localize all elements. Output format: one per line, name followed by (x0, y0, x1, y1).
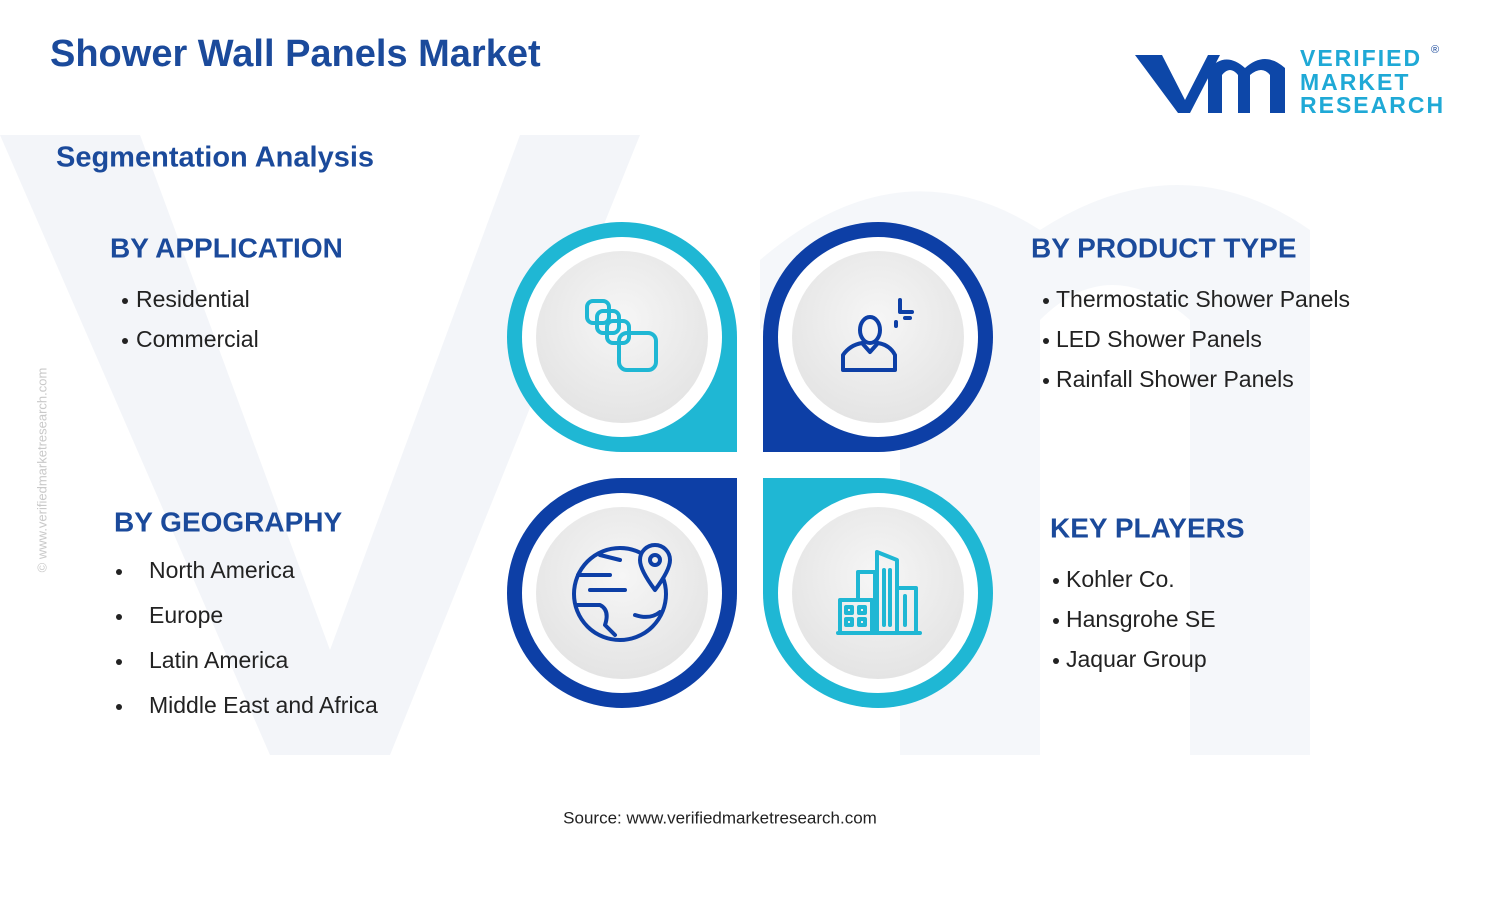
list-item: Commercial (136, 326, 259, 352)
logo-mark: ® (1431, 44, 1439, 56)
list-item: Kohler Co. (1066, 566, 1175, 592)
list-item: Residential (136, 286, 250, 312)
list-item: Thermostatic Shower Panels (1056, 286, 1350, 312)
logo-text: VERIFIED (1300, 45, 1422, 71)
quadrant-bottom-left (507, 478, 737, 708)
title: Shower Wall Panels Market (50, 33, 541, 75)
quadrant-top-left (507, 222, 737, 452)
list-item: Jaquar Group (1066, 646, 1207, 672)
bullet (122, 338, 128, 344)
list-item: Europe (149, 602, 223, 628)
bullet (1053, 618, 1059, 624)
quadrant-top-right (763, 222, 993, 452)
bullet (116, 704, 122, 710)
section-heading: KEY PLAYERS (1050, 512, 1245, 543)
watermark: © www.verifiedmarketresearch.com (34, 368, 49, 573)
bullet (1043, 378, 1049, 384)
bullet (122, 298, 128, 304)
quadrant-bottom-right (763, 478, 993, 708)
source: Source: www.verifiedmarketresearch.com (563, 808, 877, 827)
logo-text: RESEARCH (1300, 92, 1445, 118)
background-watermark (0, 135, 1310, 755)
bullet (116, 659, 122, 665)
bullet (116, 569, 122, 575)
list-item: Middle East and Africa (149, 692, 378, 718)
list-item: Latin America (149, 647, 289, 673)
list-item: Rainfall Shower Panels (1056, 366, 1294, 392)
bullet (1053, 578, 1059, 584)
bullet (116, 614, 122, 620)
list-item: LED Shower Panels (1056, 326, 1262, 352)
list-item: Hansgrohe SE (1066, 606, 1216, 632)
logo-text: MARKET (1300, 69, 1410, 95)
bullet (1043, 298, 1049, 304)
section-heading: BY APPLICATION (110, 232, 343, 263)
bullet (1043, 338, 1049, 344)
list-item: North America (149, 557, 295, 583)
section-heading: BY PRODUCT TYPE (1031, 232, 1297, 263)
subtitle: Segmentation Analysis (56, 142, 374, 174)
section-heading: BY GEOGRAPHY (114, 506, 343, 537)
logo: VERIFIED MARKET RESEARCH ® (1135, 44, 1445, 118)
bullet (1053, 658, 1059, 664)
